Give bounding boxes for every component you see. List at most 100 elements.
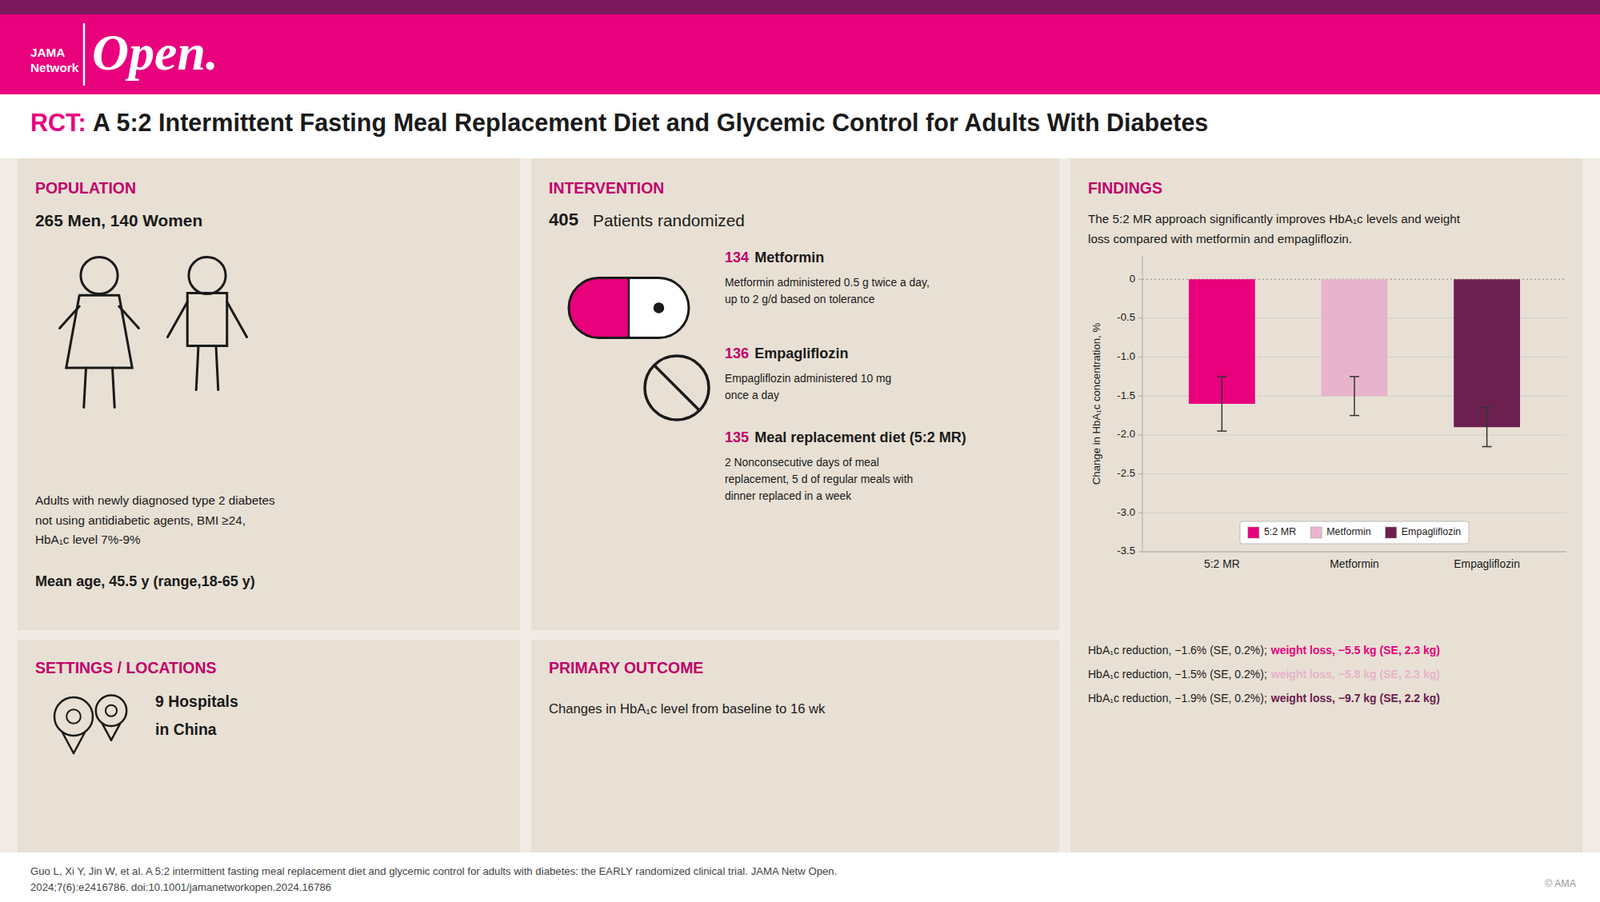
icon-arm (119, 306, 140, 329)
error-bar (1482, 408, 1492, 448)
icon-pin-hole (105, 705, 117, 717)
error-bar-stem (1221, 376, 1224, 432)
icon-capsule-dot (653, 302, 665, 314)
randomized-text: Patients randomized (592, 211, 745, 230)
arm-name: Meal replacement diet (5:2 MR) (754, 429, 967, 446)
y-tick-label: 0 (1129, 272, 1136, 285)
icon-capsule (568, 278, 689, 339)
title: A 5:2 Intermittent Fasting Meal Replacem… (92, 108, 1208, 137)
arm-description: once a day (724, 388, 780, 402)
legend-label: 5:2 MR (1264, 526, 1296, 538)
primary-outcome: Changes in HbA₁ᴄ level from baseline to … (548, 701, 826, 717)
icon-leg (84, 368, 87, 408)
arm-description: Empagliflozin administered 10 mg (724, 372, 892, 385)
arm-count: 136 (724, 345, 749, 362)
result-weight: weight loss, −5.8 kg (SE, 2.3 kg) (1270, 668, 1440, 681)
y-tick (1138, 317, 1143, 319)
result-hba1c: HbA₁ᴄ reduction, −1.6% (SE, 0.2%); (1088, 644, 1268, 657)
logo-text: Open. (92, 24, 219, 81)
error-bar-cap (1482, 446, 1492, 448)
y-tick-label: -0.5 (1116, 311, 1136, 324)
y-tick (1138, 434, 1143, 436)
arm-description: Metformin administered 0.5 g twice a day… (724, 276, 930, 289)
section-header: POPULATION (35, 179, 136, 197)
arm-description: 2 Nonconsecutive days of meal (724, 456, 880, 469)
icon-arm (60, 306, 80, 329)
population-count: 265 Men, 140 Women (35, 211, 203, 230)
bars (1188, 279, 1520, 447)
y-tick-label: -2.5 (1116, 467, 1136, 480)
icon-leg (196, 346, 199, 391)
y-tick (1138, 512, 1143, 514)
logo-text: JAMA (30, 45, 65, 60)
error-bar (1349, 376, 1360, 416)
arm-name: Empagliflozin (754, 345, 848, 362)
legend-label: Empagliflozin (1401, 526, 1461, 538)
logo-divider (83, 24, 86, 85)
icon-capsule-divider (628, 278, 631, 339)
background (0, 0, 1600, 902)
icon-pin-head (54, 697, 93, 736)
footer-band (0, 852, 1600, 902)
icon-head (188, 256, 226, 294)
y-tick-label: -1.0 (1116, 350, 1136, 363)
population-description: not using antidiabetic agents, BMI ≥24, (35, 513, 246, 528)
section-header: INTERVENTION (548, 179, 664, 197)
icon-pin (54, 697, 93, 754)
result-hba1c: HbA₁ᴄ reduction, −1.5% (SE, 0.2%); (1088, 668, 1268, 681)
y-axis-label: Change in HbA₁ᴄ concentration, % (1090, 323, 1103, 486)
icon-leg (216, 346, 219, 391)
error-bar-stem (1353, 376, 1356, 416)
panel-settings (17, 640, 520, 853)
icon-pin-point (102, 724, 112, 741)
arm-count: 135 (724, 429, 749, 446)
icon-body (187, 293, 228, 347)
icon-head (80, 256, 118, 294)
citation: 2024;7(6):e2416786. doi:10.1001/jamanetw… (30, 881, 332, 894)
error-bar-stem (1486, 408, 1488, 448)
y-tick (1138, 356, 1143, 358)
findings-text: loss compared with metformin and empagli… (1088, 232, 1352, 246)
y-tick (1138, 552, 1143, 553)
x-tick-label: Metformin (1329, 557, 1380, 571)
arm-name: Metformin (754, 249, 824, 266)
error-bar-cap (1349, 376, 1360, 378)
legend-box (1240, 521, 1469, 544)
panel-intervention (531, 158, 1060, 631)
legend-swatch (1385, 527, 1397, 539)
result-weight: weight loss, −9.7 kg (SE, 2.2 kg) (1270, 692, 1440, 705)
section-header: SETTINGS / LOCATIONS (35, 659, 216, 677)
randomized-count: 405 (548, 209, 579, 230)
icon-capsule-body (568, 278, 689, 339)
population-description: Adults with newly diagnosed type 2 diabe… (35, 493, 276, 508)
title-band (0, 94, 1600, 159)
population-age: Mean age, 45.5 y (range,18-65 y) (35, 573, 256, 590)
error-bar (1216, 376, 1227, 432)
icon-man (168, 256, 248, 390)
bar (1453, 279, 1520, 428)
panel-findings (1070, 158, 1583, 853)
y-tick (1138, 396, 1143, 397)
population-description: HbA₁ᴄ level 7%-9% (35, 532, 141, 547)
title-prefix: RCT: (30, 108, 87, 136)
section-header: PRIMARY OUTCOME (548, 659, 704, 677)
legend-swatch (1248, 527, 1260, 539)
grid (1142, 279, 1567, 552)
y-axis (1142, 256, 1144, 552)
icon-no-circle (644, 356, 709, 420)
icon-leg (112, 368, 116, 408)
error-bar-cap (1349, 415, 1360, 417)
grid-line (1142, 552, 1567, 553)
icon-capsule-outline (568, 278, 689, 339)
panel-primary-outcome (531, 640, 1060, 853)
result-hba1c: HbA₁ᴄ reduction, −1.9% (SE, 0.2%); (1088, 692, 1268, 705)
legend-label: Metformin (1326, 526, 1372, 538)
icon-body (66, 295, 133, 368)
grid-line (1142, 512, 1567, 514)
arm-count: 134 (724, 249, 749, 266)
icon-no-slash (655, 366, 699, 410)
bar-chart: 0-0.5-1.0-1.5-2.0-2.5-3.0-3.5Change in H… (1090, 256, 1567, 571)
icon-pin-point (73, 732, 85, 754)
logo-text: Network (30, 60, 80, 75)
settings-text: in China (155, 720, 217, 739)
